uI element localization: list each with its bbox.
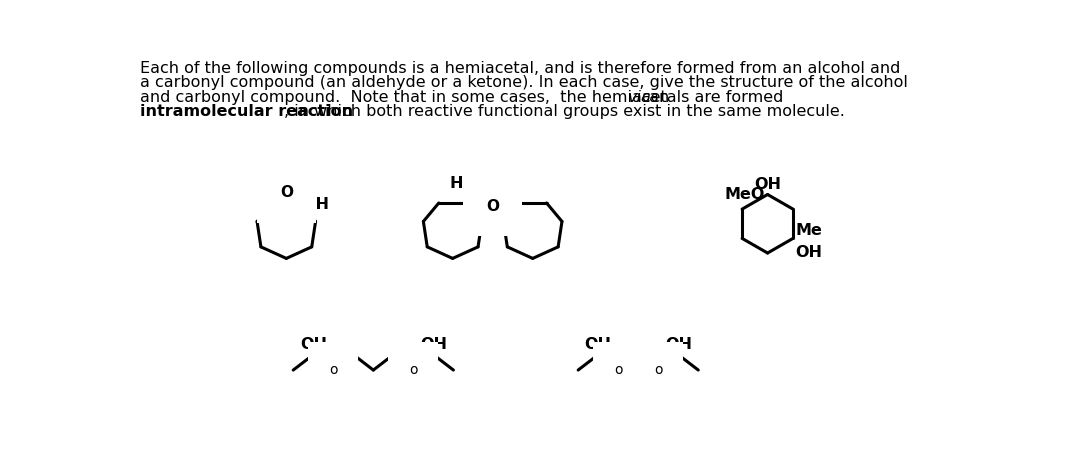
Text: OH: OH [584,337,612,352]
Text: O: O [486,198,499,213]
Text: MeO: MeO [724,187,765,202]
Text: o: o [409,363,418,377]
Text: OH: OH [420,337,446,352]
Text: a carbonyl compound (an aldehyde or a ketone). In each case, give the structure : a carbonyl compound (an aldehyde or a ke… [140,75,908,90]
Text: OH: OH [664,337,692,352]
Text: HO: HO [450,176,476,191]
Text: an: an [644,90,670,105]
Text: OH: OH [796,245,822,260]
Text: OH: OH [754,177,781,192]
Text: Me: Me [796,223,822,238]
Text: intramolecular reaction: intramolecular reaction [140,104,354,120]
Text: and carbonyl compound.  Note that in some cases,  the hemiacetals are formed: and carbonyl compound. Note that in some… [140,90,788,105]
Text: Each of the following compounds is a hemiacetal, and is therefore formed from an: Each of the following compounds is a hem… [140,61,900,76]
Text: OH: OH [302,197,330,212]
Text: o: o [614,363,623,377]
Text: o: o [654,363,662,377]
Text: via: via [628,90,651,105]
Text: , in which both reactive functional groups exist in the same molecule.: , in which both reactive functional grou… [284,104,845,120]
Text: O: O [280,185,293,201]
Text: o: o [329,363,337,377]
Text: OH: OH [300,337,327,352]
